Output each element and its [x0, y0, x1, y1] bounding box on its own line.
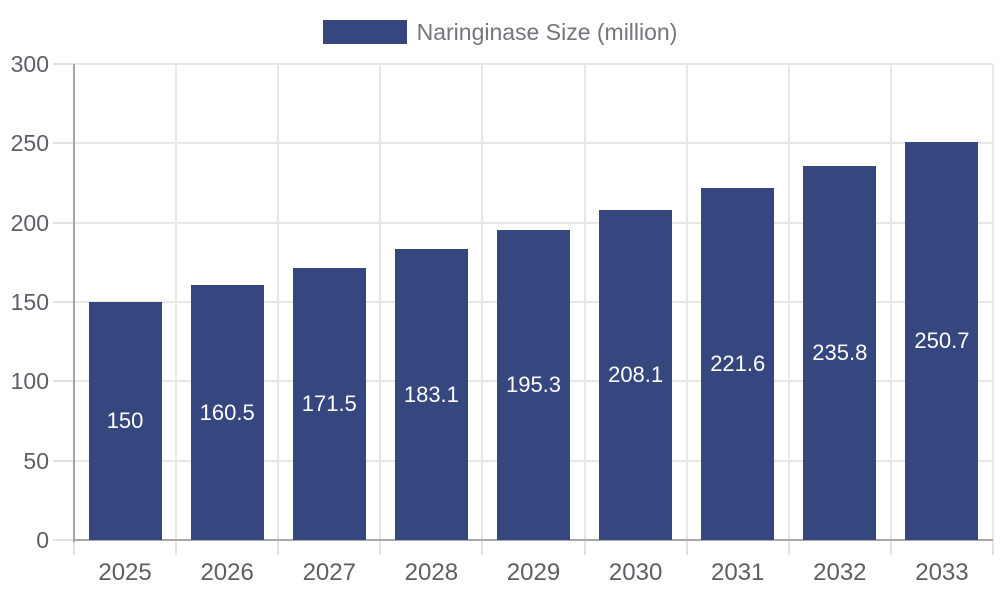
bar-2028[interactable]: 183.1 [394, 249, 468, 540]
bar-2029[interactable]: 195.3 [497, 230, 570, 540]
x-axis-tick [379, 540, 382, 555]
y-axis-tick [53, 221, 74, 224]
y-axis-tick [53, 459, 74, 462]
x-gridline [787, 64, 790, 540]
x-axis-tick [787, 540, 790, 555]
bar-value-label: 150 [106, 408, 144, 433]
x-axis-label: 2025 [98, 559, 152, 586]
x-axis-tick [583, 540, 586, 555]
x-gridline [379, 64, 382, 540]
y-axis-tick [53, 142, 74, 145]
y-gridline [74, 63, 993, 65]
x-axis-tick [889, 540, 892, 555]
y-axis-label: 0 [36, 527, 49, 553]
x-axis-label: 2032 [813, 559, 867, 586]
bar-2026[interactable]: 160.5 [190, 285, 264, 540]
x-axis-tick [992, 540, 994, 555]
y-axis-line [73, 64, 75, 542]
x-gridline [175, 64, 178, 540]
legend-swatch [322, 20, 407, 44]
x-axis-tick [277, 540, 280, 555]
bar-2030[interactable]: 208.1 [599, 209, 673, 540]
bar-value-label: 195.3 [505, 372, 562, 398]
y-axis-label: 100 [10, 368, 49, 395]
x-axis-tick [481, 540, 484, 555]
bar-2027[interactable]: 171.5 [292, 267, 366, 540]
x-gridline [583, 64, 586, 540]
legend-label: Naringinase Size (million) [416, 19, 678, 45]
x-axis-tick [685, 540, 688, 555]
bar-value-label: 250.7 [914, 328, 970, 354]
bar-value-label: 183.1 [403, 381, 459, 407]
y-gridline [74, 221, 993, 224]
bar-value-label: 208.1 [608, 361, 664, 387]
x-gridline [685, 64, 688, 540]
y-axis-tick [53, 380, 74, 383]
x-gridline [481, 64, 484, 540]
y-axis-label: 200 [10, 209, 49, 236]
x-gridline [992, 64, 994, 540]
x-axis-tick [73, 540, 75, 555]
bar-value-label: 171.5 [301, 390, 357, 416]
x-axis-label: 2026 [200, 559, 254, 586]
y-axis-label: 250 [10, 130, 49, 157]
x-axis-label: 2030 [608, 559, 663, 586]
y-gridline [74, 142, 993, 145]
y-axis-tick [53, 539, 74, 541]
bar-value-label: 221.6 [710, 351, 766, 377]
x-axis-label: 2033 [915, 559, 969, 586]
bar-2031[interactable]: 221.6 [701, 188, 775, 540]
y-axis-label: 150 [10, 289, 49, 315]
x-axis-label: 2028 [404, 559, 459, 586]
x-gridline [277, 64, 280, 540]
bar-value-label: 235.8 [812, 339, 868, 365]
bar-2033[interactable]: 250.7 [905, 142, 979, 540]
legend-item[interactable]: Naringinase Size (million) [0, 20, 1000, 44]
x-axis-line [74, 539, 993, 541]
x-axis-tick [175, 540, 178, 555]
bar-2025[interactable]: 150 [88, 302, 162, 540]
x-gridline [889, 64, 892, 540]
bar-value-label: 160.5 [199, 399, 255, 425]
x-axis-label: 2031 [711, 559, 765, 586]
bar-2032[interactable]: 235.8 [803, 165, 877, 540]
y-axis-tick [53, 63, 74, 65]
y-axis-tick [53, 301, 74, 303]
y-axis-label: 50 [23, 447, 49, 474]
y-axis-label: 300 [10, 51, 49, 77]
x-axis-label: 2027 [302, 559, 356, 586]
x-axis-label: 2029 [506, 559, 561, 586]
